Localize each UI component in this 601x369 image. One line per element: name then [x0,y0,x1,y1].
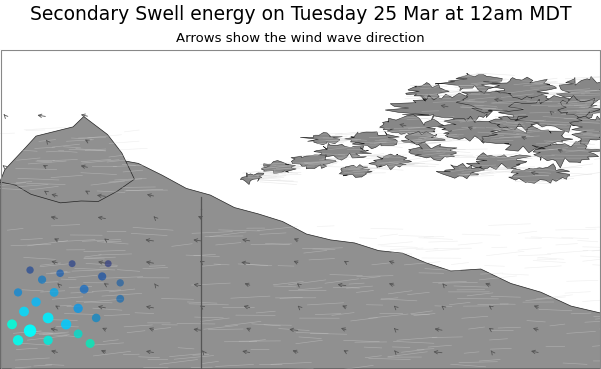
Polygon shape [261,161,296,173]
Polygon shape [438,116,517,143]
Point [19,308,29,314]
Point [13,289,23,295]
Point [31,299,41,305]
Polygon shape [456,87,551,113]
Point [37,277,47,283]
Polygon shape [481,124,573,153]
Point [43,337,53,343]
Point [61,321,71,327]
Polygon shape [489,116,540,131]
Ellipse shape [6,283,78,340]
Polygon shape [240,173,264,184]
Polygon shape [380,114,444,137]
Point [55,270,65,276]
Polygon shape [435,73,502,93]
Ellipse shape [0,264,114,346]
Polygon shape [557,76,601,107]
Polygon shape [345,131,399,149]
Point [67,261,77,267]
Polygon shape [498,96,601,132]
Polygon shape [406,83,449,100]
Point [103,261,113,267]
Point [91,315,101,321]
Polygon shape [0,117,135,203]
Point [115,296,125,302]
Polygon shape [300,132,343,145]
Point [73,306,83,311]
Point [25,328,35,334]
Point [79,286,89,292]
Polygon shape [385,93,505,124]
Point [73,331,83,337]
Text: Arrows show the wind wave direction: Arrows show the wind wave direction [176,32,425,45]
Point [85,341,95,346]
Polygon shape [401,131,445,145]
Polygon shape [532,140,601,168]
Point [25,267,35,273]
Polygon shape [569,116,601,144]
Point [49,289,59,295]
Polygon shape [508,164,570,183]
Point [115,280,125,286]
Polygon shape [436,163,484,179]
Polygon shape [0,149,601,369]
Polygon shape [409,142,457,161]
Polygon shape [291,155,337,169]
Point [97,273,107,279]
Polygon shape [489,77,557,100]
Point [7,321,17,327]
Point [43,315,53,321]
Polygon shape [314,143,371,160]
Polygon shape [369,154,412,170]
Polygon shape [340,165,372,177]
Point [13,337,23,343]
Polygon shape [466,153,531,170]
Text: Secondary Swell energy on Tuesday 25 Mar at 12am MDT: Secondary Swell energy on Tuesday 25 Mar… [29,6,572,24]
Polygon shape [558,96,601,118]
